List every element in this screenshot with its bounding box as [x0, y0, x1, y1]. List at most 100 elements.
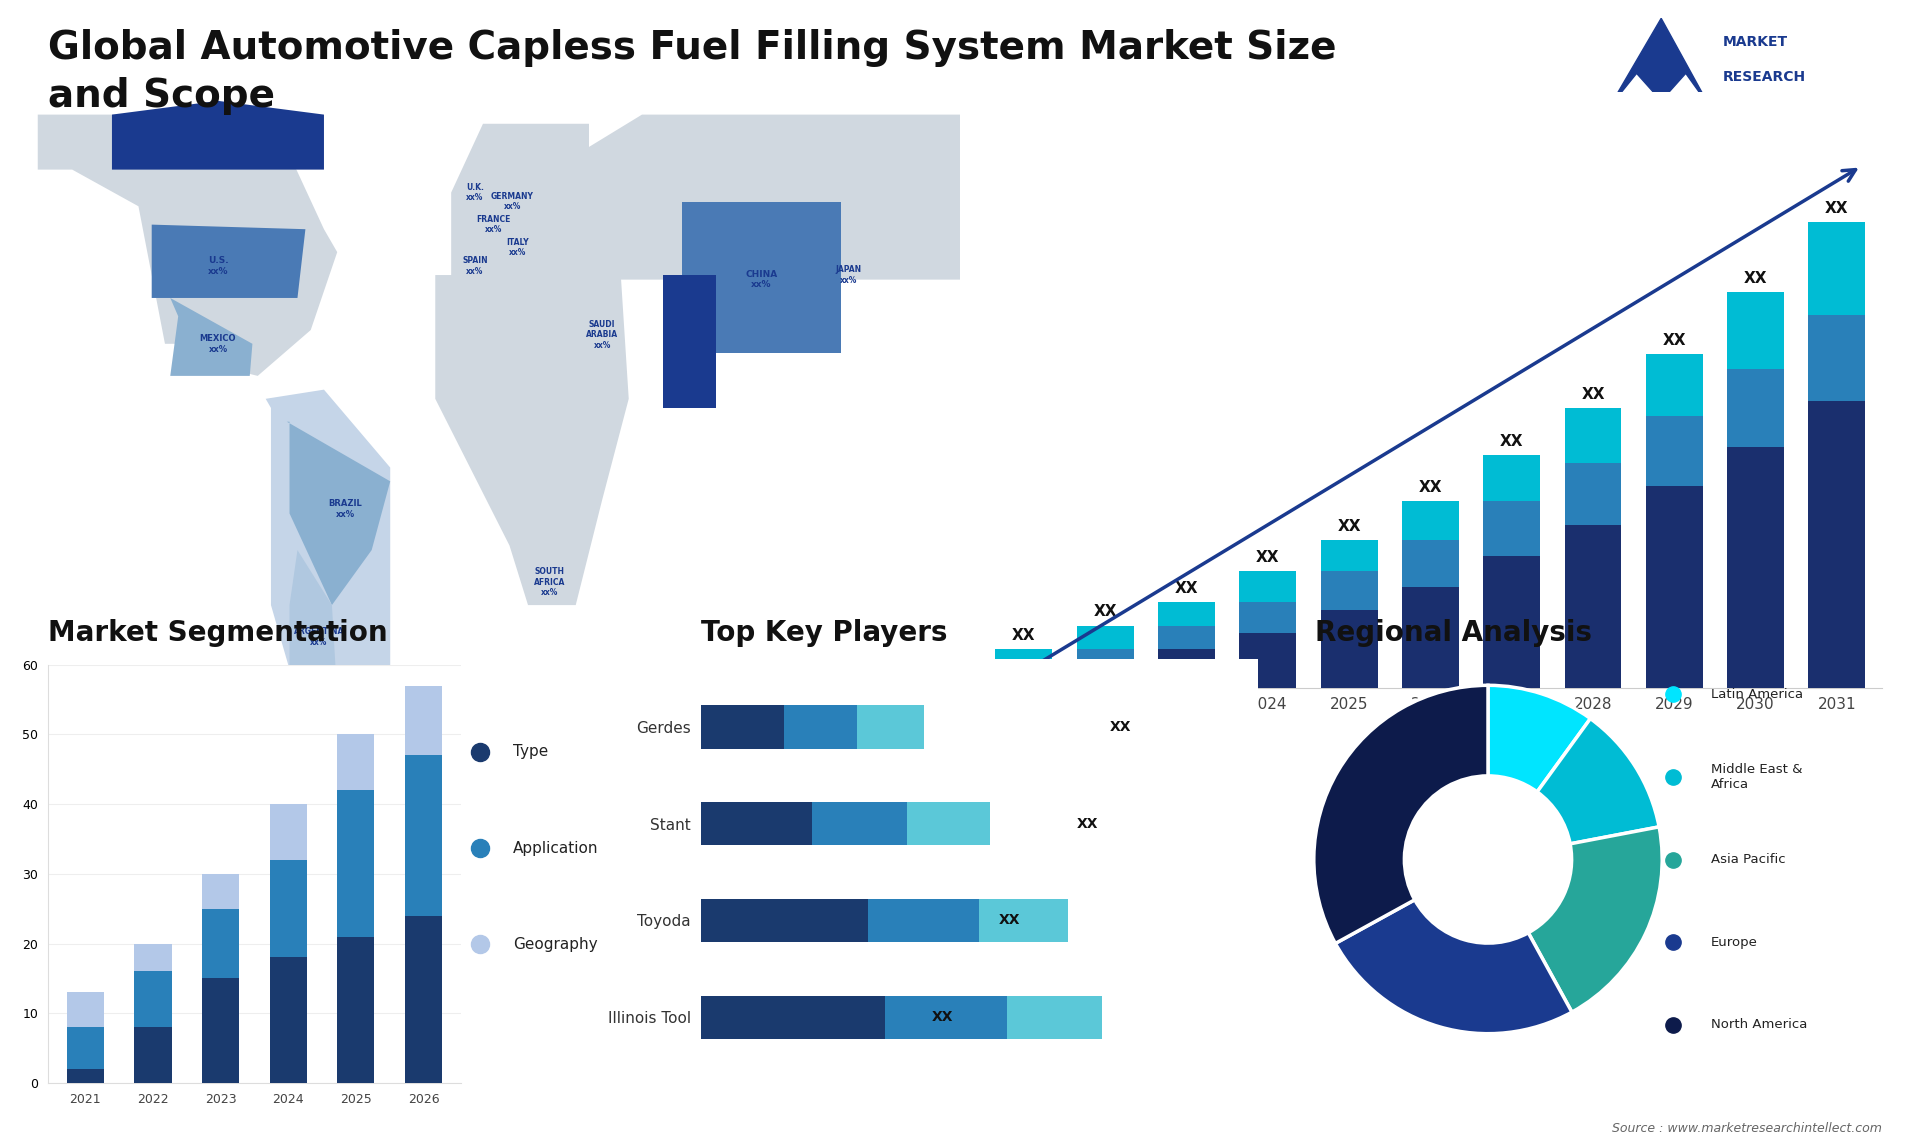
Text: MARKET: MARKET: [1722, 34, 1788, 49]
Text: XX: XX: [1077, 817, 1098, 831]
Bar: [856, 705, 924, 748]
Bar: [979, 898, 1068, 942]
Bar: [67, 1027, 104, 1069]
Bar: [269, 860, 307, 958]
Text: SAUDI
ARABIA
xx%: SAUDI ARABIA xx%: [586, 320, 618, 350]
Text: XX: XX: [931, 1011, 954, 1025]
Bar: [1402, 502, 1459, 540]
Bar: [1645, 416, 1703, 486]
Text: INDIA
xx%: INDIA xx%: [680, 335, 705, 353]
Bar: [1809, 315, 1866, 400]
Bar: [67, 992, 104, 1027]
Polygon shape: [551, 115, 960, 280]
Polygon shape: [290, 550, 338, 697]
Text: XX: XX: [1743, 270, 1766, 285]
Bar: [405, 916, 442, 1083]
Bar: [1238, 571, 1296, 603]
Bar: [1645, 354, 1703, 416]
Bar: [67, 1069, 104, 1083]
Bar: [701, 898, 868, 942]
Text: Source : www.marketresearchintellect.com: Source : www.marketresearchintellect.com: [1611, 1122, 1882, 1135]
Text: XX: XX: [1338, 519, 1361, 534]
Bar: [134, 972, 171, 1027]
Bar: [338, 791, 374, 936]
Bar: [783, 705, 856, 748]
Bar: [701, 802, 812, 846]
Bar: [134, 943, 171, 972]
Bar: [1484, 556, 1540, 688]
Text: North America: North America: [1711, 1018, 1807, 1031]
Text: XX: XX: [1500, 433, 1523, 448]
Text: INTELLECT: INTELLECT: [1722, 107, 1805, 120]
Text: FRANCE
xx%: FRANCE xx%: [476, 215, 511, 234]
Polygon shape: [662, 275, 716, 408]
Text: RESEARCH: RESEARCH: [1722, 70, 1805, 85]
Polygon shape: [38, 115, 338, 376]
Bar: [1077, 665, 1133, 688]
Bar: [1565, 463, 1622, 525]
Text: Market Segmentation: Market Segmentation: [48, 620, 388, 647]
Bar: [1728, 447, 1784, 688]
Polygon shape: [286, 422, 390, 605]
Bar: [995, 672, 1052, 688]
Polygon shape: [436, 275, 628, 605]
Text: Regional Analysis: Regional Analysis: [1315, 620, 1592, 647]
Bar: [1402, 587, 1459, 688]
Text: XX: XX: [1663, 332, 1686, 347]
Text: XX: XX: [998, 913, 1020, 927]
Bar: [1077, 649, 1133, 665]
Text: Latin America: Latin America: [1711, 688, 1803, 701]
Wedge shape: [1488, 685, 1590, 792]
Bar: [1565, 525, 1622, 688]
Text: Application: Application: [513, 840, 599, 856]
Bar: [1321, 610, 1377, 688]
Text: Asia Pacific: Asia Pacific: [1711, 853, 1786, 866]
Text: XX: XX: [1175, 581, 1198, 596]
Bar: [701, 996, 885, 1039]
Wedge shape: [1313, 685, 1488, 943]
Bar: [1238, 603, 1296, 634]
Bar: [1484, 502, 1540, 556]
Text: CHINA
xx%: CHINA xx%: [745, 270, 778, 289]
Bar: [1008, 996, 1102, 1039]
Text: Global Automotive Capless Fuel Filling System Market Size
and Scope: Global Automotive Capless Fuel Filling S…: [48, 29, 1336, 115]
Bar: [995, 649, 1052, 665]
Text: XX: XX: [1256, 550, 1279, 565]
Bar: [338, 735, 374, 791]
Text: XX: XX: [1094, 604, 1117, 619]
Bar: [405, 685, 442, 755]
Text: XX: XX: [1110, 720, 1131, 733]
Bar: [885, 996, 1008, 1039]
Bar: [812, 802, 906, 846]
Polygon shape: [265, 390, 390, 697]
Polygon shape: [451, 124, 589, 280]
Bar: [1158, 603, 1215, 626]
Bar: [1565, 408, 1622, 463]
Text: Geography: Geography: [513, 936, 597, 952]
Bar: [995, 665, 1052, 672]
Bar: [1728, 292, 1784, 369]
Text: SPAIN
xx%: SPAIN xx%: [463, 257, 488, 275]
Polygon shape: [682, 202, 841, 353]
Text: Top Key Players: Top Key Players: [701, 620, 947, 647]
Bar: [1158, 626, 1215, 649]
Text: ARGENTINA
xx%: ARGENTINA xx%: [294, 628, 344, 646]
Text: Middle East &
Africa: Middle East & Africa: [1711, 763, 1803, 791]
Bar: [868, 898, 979, 942]
Bar: [338, 936, 374, 1083]
Wedge shape: [1538, 719, 1659, 843]
Text: XX: XX: [1582, 387, 1605, 402]
Text: U.K.
xx%: U.K. xx%: [467, 183, 484, 202]
Bar: [906, 802, 991, 846]
Text: SOUTH
AFRICA
xx%: SOUTH AFRICA xx%: [534, 567, 564, 597]
Bar: [1321, 571, 1377, 610]
Polygon shape: [152, 225, 305, 298]
Bar: [202, 874, 240, 909]
Bar: [1728, 369, 1784, 447]
Text: ITALY
xx%: ITALY xx%: [507, 238, 528, 257]
Bar: [1077, 626, 1133, 649]
Polygon shape: [1609, 18, 1711, 108]
Text: XX: XX: [1826, 201, 1849, 215]
Text: XX: XX: [1419, 480, 1442, 495]
Bar: [1238, 634, 1296, 688]
